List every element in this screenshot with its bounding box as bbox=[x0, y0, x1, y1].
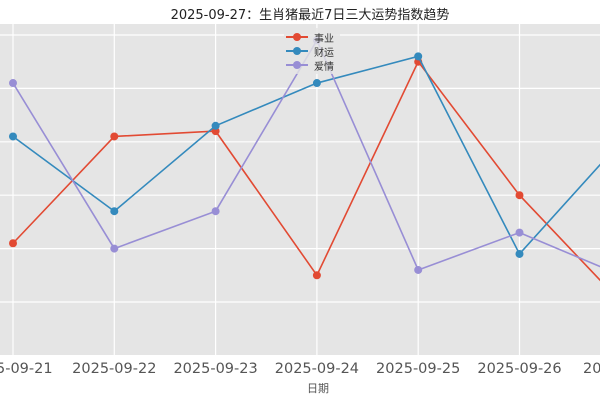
data-point bbox=[312, 79, 321, 88]
data-point bbox=[9, 132, 17, 141]
data-point bbox=[211, 207, 220, 216]
x-tick-label: 2025-09-22 bbox=[72, 361, 157, 377]
x-tick-label: 2025-09-24 bbox=[274, 361, 360, 377]
x-tick-label: 202 bbox=[583, 361, 600, 377]
data-point bbox=[9, 239, 17, 248]
legend-label: 财运 bbox=[314, 47, 334, 59]
legend-item: 爱情 bbox=[286, 58, 338, 73]
x-tick-label: 2025-09-25 bbox=[376, 361, 461, 377]
data-point bbox=[414, 265, 423, 274]
legend-item: 事业 bbox=[286, 30, 338, 45]
series-line bbox=[12, 60, 600, 282]
data-point bbox=[414, 52, 423, 61]
series-line bbox=[12, 55, 600, 256]
data-point bbox=[211, 121, 220, 130]
x-axis-label: 日期 bbox=[307, 382, 329, 395]
legend-marker-icon bbox=[286, 60, 308, 70]
x-tick-label: 5-09-21 bbox=[0, 361, 53, 377]
data-point bbox=[312, 271, 321, 280]
legend-item: 财运 bbox=[286, 44, 338, 59]
data-point bbox=[9, 79, 17, 88]
line-chart bbox=[0, 24, 600, 355]
data-point bbox=[515, 249, 524, 258]
legend-label: 爱情 bbox=[314, 61, 334, 73]
plot-area bbox=[0, 24, 600, 355]
data-point bbox=[515, 191, 524, 200]
data-point bbox=[110, 132, 119, 141]
data-point bbox=[110, 244, 119, 253]
x-tick-label: 2025-09-26 bbox=[477, 361, 562, 377]
data-point bbox=[110, 207, 119, 216]
x-tick-label: 2025-09-23 bbox=[173, 361, 258, 377]
legend-marker-icon bbox=[286, 32, 308, 42]
legend-marker-icon bbox=[286, 46, 308, 56]
chart-title: 2025-09-27：生肖猪最近7日三大运势指数趋势 bbox=[170, 8, 450, 23]
legend-label: 事业 bbox=[314, 33, 334, 45]
legend: 事业 财运 爱情 bbox=[284, 28, 340, 74]
data-point bbox=[515, 228, 524, 237]
